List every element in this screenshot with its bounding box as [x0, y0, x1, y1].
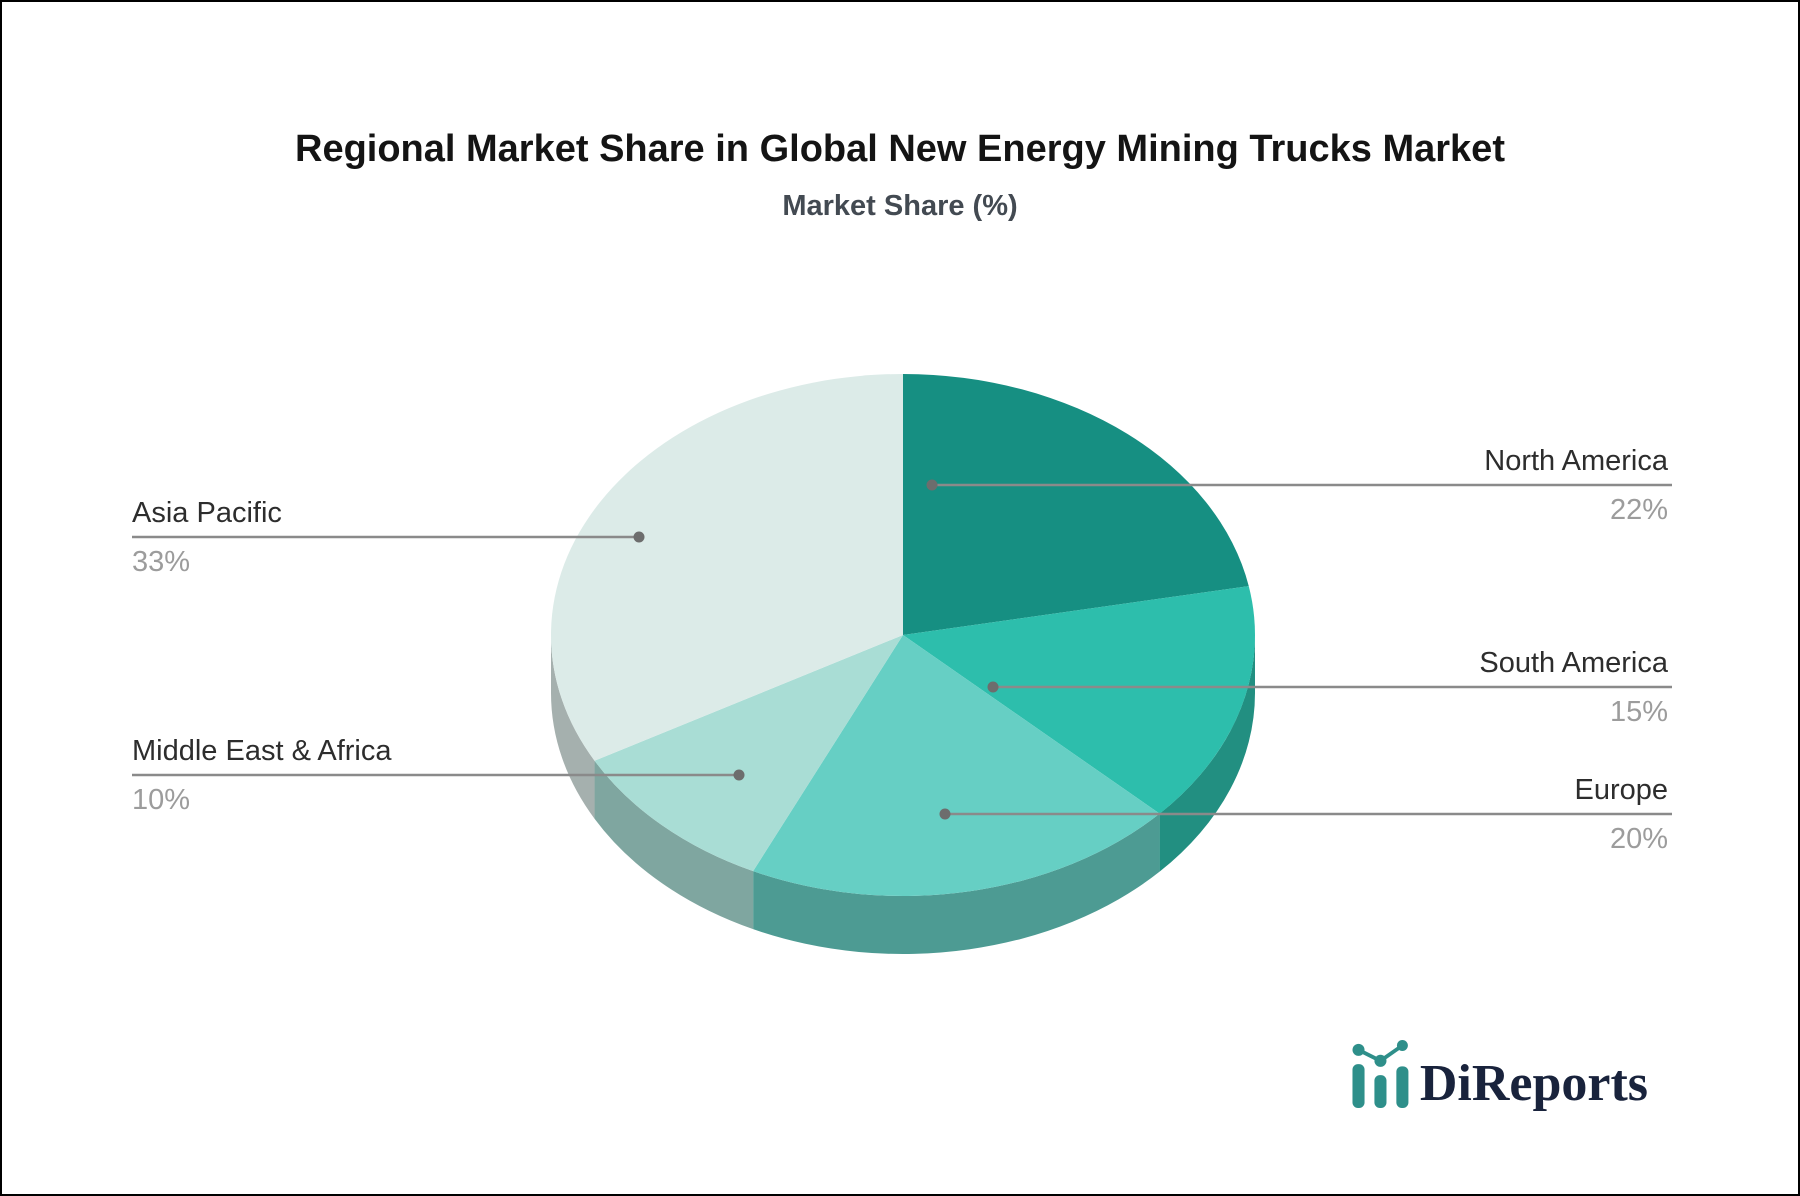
pie-slice-side-europe: [753, 813, 1160, 954]
slice-value-europe: 20%: [1609, 823, 1668, 855]
pie-slice-side-middle-east-africa: [594, 760, 754, 930]
slice-label-middle-east-africa: Middle East & Africa: [132, 735, 392, 767]
logo: DiReports: [1352, 1040, 1648, 1113]
pie-slice-south-america[interactable]: [903, 586, 1255, 814]
leader-dot-europe: [939, 808, 951, 820]
slice-value-north-america: 22%: [1609, 494, 1668, 526]
slice-value-middle-east-africa: 10%: [132, 784, 191, 816]
pie-slice-north-america[interactable]: [903, 374, 1249, 635]
pie-slice-side-asia-pacific: [551, 635, 595, 819]
pie-slice-side-south-america: [1159, 635, 1255, 872]
slice-value-south-america: 15%: [1609, 696, 1668, 728]
slice-value-asia-pacific: 33%: [132, 546, 191, 578]
leader-dot-asia-pacific: [633, 531, 645, 543]
chart-title: Regional Market Share in Global New Ener…: [295, 128, 1505, 170]
slice-label-asia-pacific: Asia Pacific: [132, 497, 282, 529]
slice-label-north-america: North America: [1484, 445, 1668, 477]
chart-subtitle: Market Share (%): [782, 190, 1018, 222]
slice-label-europe: Europe: [1574, 774, 1668, 806]
leader-dot-middle-east-africa: [733, 769, 745, 781]
logo-text: DiReports: [1419, 1055, 1648, 1113]
slice-label-south-america: South America: [1479, 647, 1668, 679]
leader-dot-south-america: [987, 681, 999, 693]
pie-slice-europe[interactable]: [753, 635, 1160, 896]
leader-dot-north-america: [926, 479, 938, 491]
bar-chart-trendline-icon: [1352, 1040, 1409, 1108]
pie-slice-asia-pacific[interactable]: [550, 374, 903, 761]
pie-slice-middle-east-africa[interactable]: [594, 635, 903, 872]
